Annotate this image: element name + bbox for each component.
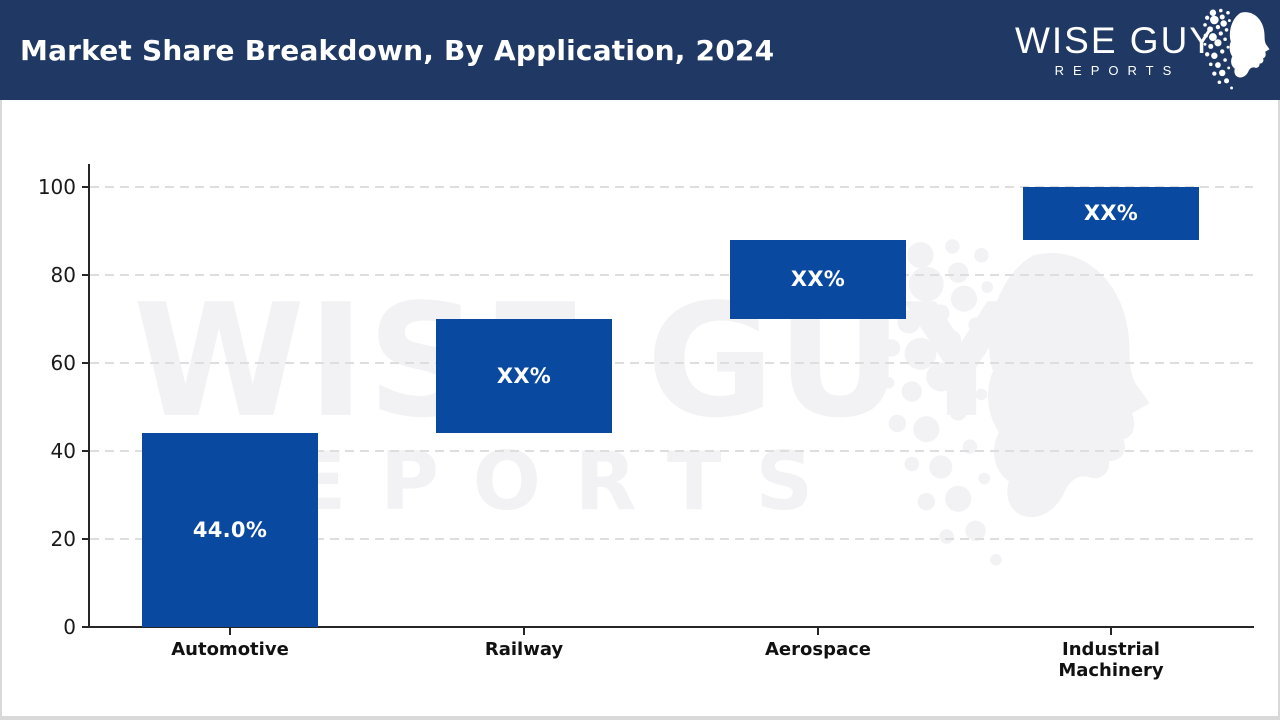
x-tick-label-railway: Railway (484, 639, 564, 660)
page-title: Market Share Breakdown, By Application, … (20, 33, 775, 67)
x-tick-label-automotive: Automotive (171, 639, 289, 660)
brand-face-icon (1203, 8, 1270, 90)
gridline-40 (90, 450, 1253, 452)
y-tick-label: 80 (50, 263, 76, 287)
gridline-80 (90, 274, 1253, 276)
bar-value-label: XX% (790, 267, 846, 292)
bar-aerospace: XX% (730, 239, 906, 319)
y-tick-label: 0 (63, 615, 76, 639)
y-tick-mark (82, 362, 89, 364)
watermark-face-icon (881, 239, 1150, 566)
brand-name: WISE GUY (1014, 20, 1216, 61)
y-tick-label: 20 (50, 527, 76, 551)
y-tick-label: 40 (50, 439, 76, 463)
bar-value-label: 44.0% (192, 518, 268, 543)
gridline-60 (90, 362, 1253, 364)
gridline-100 (90, 186, 1253, 188)
y-tick-label: 60 (50, 351, 76, 375)
bar-railway: XX% (436, 319, 612, 434)
y-tick-label: 100 (37, 175, 76, 199)
bar-value-label: XX% (496, 364, 552, 389)
bar-industrial-machinery: XX% (1023, 187, 1199, 240)
brand-logo-text: WISE GUY REPORTS (1015, 22, 1216, 78)
y-tick-mark (82, 626, 89, 628)
x-axis-line (88, 626, 1254, 628)
x-tick-label-industrial-machinery: Industrial Machinery (1058, 639, 1164, 681)
gridline-20 (90, 538, 1253, 540)
brand-subtitle: REPORTS (1054, 63, 1181, 78)
brand-logo: WISE GUY REPORTS (1015, 6, 1274, 94)
y-tick-mark (82, 186, 89, 188)
bar-automotive: 44.0% (142, 433, 318, 627)
x-tick-mark (229, 628, 231, 635)
x-tick-mark (1110, 628, 1112, 635)
x-tick-mark (523, 628, 525, 635)
header-bar: Market Share Breakdown, By Application, … (0, 0, 1280, 100)
bar-value-label: XX% (1083, 201, 1139, 226)
x-tick-label-aerospace: Aerospace (764, 639, 871, 660)
x-tick-mark (817, 628, 819, 635)
y-tick-mark (82, 450, 89, 452)
y-tick-mark (82, 274, 89, 276)
y-axis-line (88, 164, 90, 628)
y-tick-mark (82, 538, 89, 540)
